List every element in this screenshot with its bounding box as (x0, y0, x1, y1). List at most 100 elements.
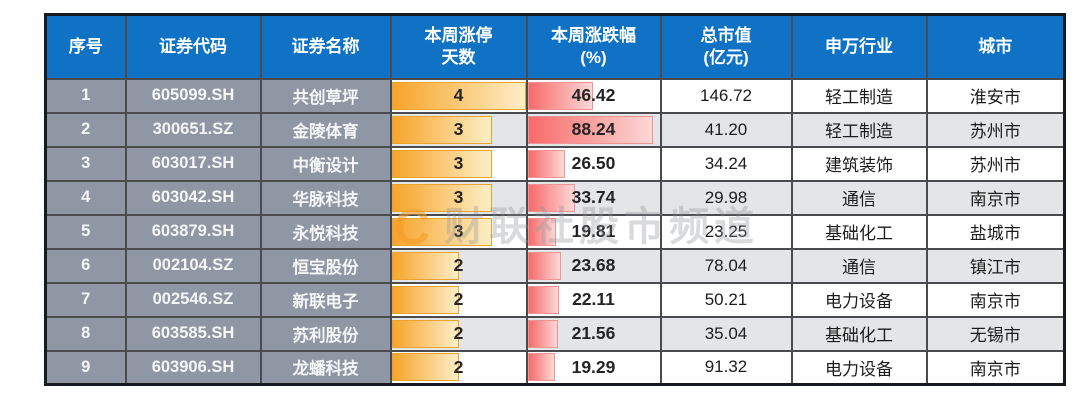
column-header-name: 证券名称 (259, 13, 392, 80)
cell-change: 19.81 (525, 213, 662, 250)
cell-code: 002104.SZ (124, 247, 262, 284)
bar-cell: 2 (392, 353, 525, 383)
red-data-bar (528, 149, 566, 178)
cell-value: 2 (453, 289, 464, 309)
orange-data-bar (392, 353, 459, 382)
cell-name: 龙蟠科技 (259, 349, 392, 386)
cell-days: 3 (389, 213, 528, 250)
orange-data-bar (392, 251, 459, 280)
cell-change: 46.42 (525, 77, 662, 114)
red-data-bar (528, 81, 594, 110)
cell-industry: 通信 (790, 179, 928, 216)
cell-change: 88.24 (525, 111, 662, 148)
red-data-bar (528, 183, 576, 212)
cell-city: 镇江市 (925, 247, 1066, 284)
cell-name: 新联电子 (259, 281, 392, 318)
cell-value: 19.81 (571, 221, 616, 241)
cell-index: 2 (44, 111, 127, 148)
cell-mcap: 50.21 (659, 281, 793, 318)
cell-value: 2 (453, 356, 464, 377)
bar-cell: 3 (392, 149, 525, 179)
table-row: 7 002546.SZ 新联电子 2 22.11 50.21 电力设备 南京市 (44, 281, 1066, 318)
cell-value: 3 (453, 221, 464, 241)
cell-mcap: 41.20 (659, 111, 793, 148)
table-row: 2 300651.SZ 金陵体育 3 88.24 41.20 轻工制造 苏州市 (44, 111, 1066, 148)
red-data-bar (528, 115, 653, 144)
cell-days: 2 (389, 247, 528, 284)
column-header-industry: 申万行业 (790, 13, 928, 80)
cell-city: 淮安市 (925, 77, 1066, 114)
column-header-mcap: 总市值 (亿元) (659, 13, 793, 80)
cell-value: 26.50 (571, 153, 616, 173)
cell-value: 88.24 (571, 119, 616, 139)
cell-days: 2 (389, 315, 528, 352)
cell-mcap: 34.24 (659, 145, 793, 182)
cell-mcap: 146.72 (659, 77, 793, 114)
red-data-bar (528, 285, 559, 314)
cell-change: 22.11 (525, 281, 662, 318)
red-data-bar (528, 319, 559, 348)
cell-city: 南京市 (925, 179, 1066, 216)
table-row: 6 002104.SZ 恒宝股份 2 23.68 78.04 通信 镇江市 (44, 247, 1066, 284)
table-row: 1 605099.SH 共创草坪 4 46.42 146.72 轻工制造 淮安市 (44, 77, 1066, 114)
cell-change: 19.29 (525, 349, 662, 386)
cell-name: 永悦科技 (259, 213, 392, 250)
cell-name: 恒宝股份 (259, 247, 392, 284)
orange-data-bar (392, 183, 492, 212)
cell-code: 605099.SH (124, 77, 262, 114)
cell-change: 23.68 (525, 247, 662, 284)
cell-mcap: 35.04 (659, 315, 793, 352)
cell-index: 1 (44, 77, 127, 114)
cell-code: 603585.SH (124, 315, 262, 352)
bar-cell: 3 (392, 217, 525, 247)
cell-change: 26.50 (525, 145, 662, 182)
cell-industry: 建筑装饰 (790, 145, 928, 182)
cell-index: 3 (44, 145, 127, 182)
cell-value: 22.11 (572, 289, 615, 309)
table-header: 序号 证券代码 证券名称 本周涨停 天数 本周涨跌幅 (%) 总市值 (亿元) 申万行业 城市 (44, 13, 1066, 80)
cell-value: 2 (453, 255, 464, 275)
cell-value: 3 (453, 119, 464, 139)
cell-industry: 通信 (790, 247, 928, 284)
cell-mcap: 78.04 (659, 247, 793, 284)
column-header-code: 证券代码 (124, 13, 262, 80)
table-row: 9 603906.SH 龙蟠科技 2 19.29 91.32 电力设备 南京市 (44, 349, 1066, 386)
orange-data-bar (392, 285, 459, 314)
cell-industry: 轻工制造 (790, 77, 928, 114)
cell-mcap: 91.32 (659, 349, 793, 386)
cell-index: 7 (44, 281, 127, 318)
orange-data-bar (392, 319, 459, 348)
cell-index: 4 (44, 179, 127, 216)
cell-mcap: 23.25 (659, 213, 793, 250)
cell-name: 金陵体育 (259, 111, 392, 148)
cell-change: 21.56 (525, 315, 662, 352)
table-row: 4 603042.SH 华脉科技 3 33.74 29.98 通信 南京市 (44, 179, 1066, 216)
cell-index: 5 (44, 213, 127, 250)
orange-data-bar (392, 217, 492, 246)
cell-city: 无锡市 (925, 315, 1066, 352)
cell-industry: 基础化工 (790, 315, 928, 352)
cell-code: 603042.SH (124, 179, 262, 216)
cell-code: 603906.SH (124, 349, 262, 386)
cell-city: 苏州市 (925, 111, 1066, 148)
table-row: 5 603879.SH 永悦科技 3 19.81 23.25 基础化工 盐城市 (44, 213, 1066, 250)
cell-value: 46.42 (571, 85, 616, 105)
red-data-bar (528, 353, 555, 382)
bar-cell: 19.81 (528, 217, 659, 247)
red-data-bar (528, 251, 562, 280)
orange-data-bar (392, 81, 525, 110)
cell-value: 4 (453, 85, 464, 105)
column-header-city: 城市 (925, 13, 1066, 80)
column-header-index: 序号 (44, 13, 127, 80)
cell-city: 南京市 (925, 349, 1066, 386)
cell-name: 中衡设计 (259, 145, 392, 182)
cell-days: 3 (389, 111, 528, 148)
cell-industry: 电力设备 (790, 281, 928, 318)
cell-days: 2 (389, 281, 528, 318)
bar-cell: 33.74 (528, 183, 659, 213)
bar-cell: 3 (392, 115, 525, 145)
bar-cell: 46.42 (528, 81, 659, 111)
table-row: 8 603585.SH 苏利股份 2 21.56 35.04 基础化工 无锡市 (44, 315, 1066, 352)
orange-data-bar (392, 149, 492, 178)
bar-cell: 2 (392, 319, 525, 349)
